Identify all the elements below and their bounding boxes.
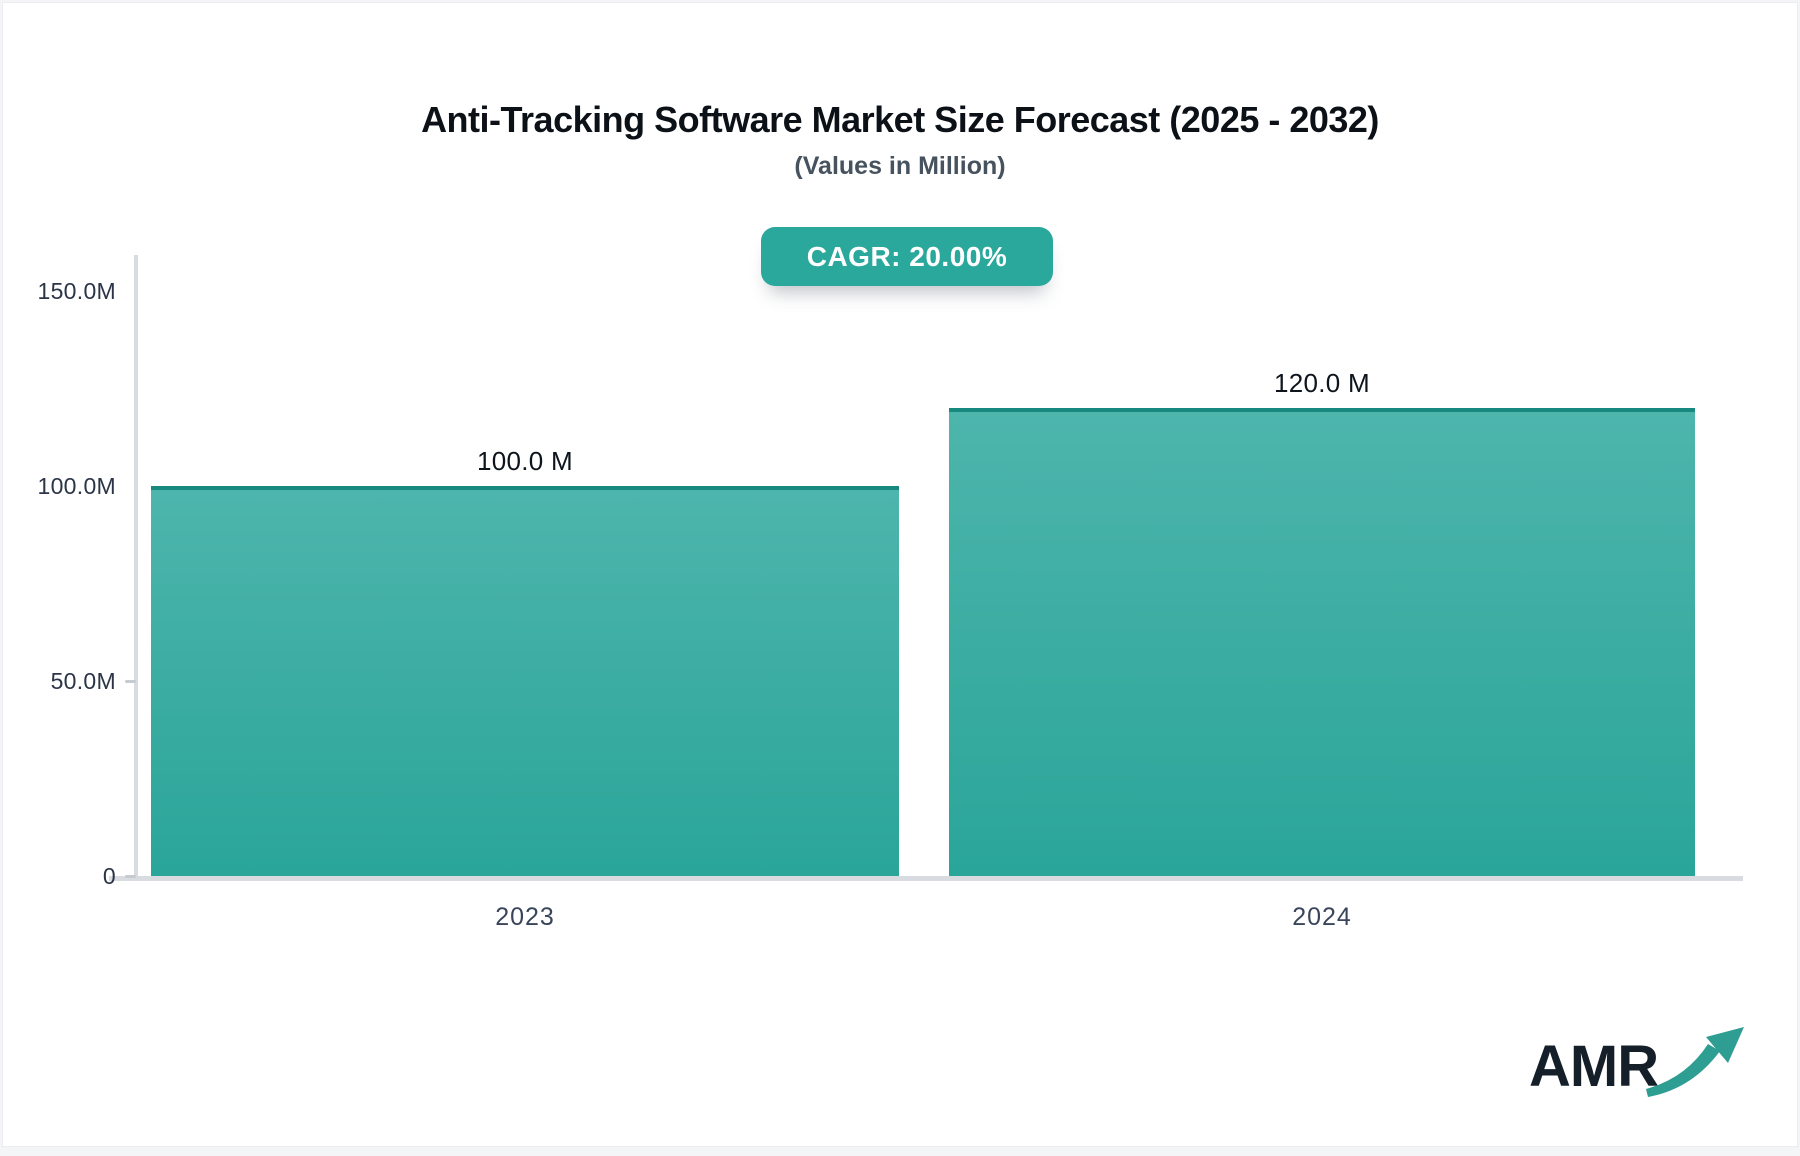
y-tick-50: 50.0M [0, 666, 150, 696]
cagr-badge: CAGR: 20.00% [761, 227, 1053, 286]
chart-subtitle: (Values in Million) [794, 152, 1006, 180]
amr-logo-text: AMR [1529, 1033, 1659, 1099]
y-tick-mark [125, 874, 136, 878]
y-tick-label: 150.0M [37, 277, 116, 304]
y-tick-0: 0 [0, 861, 150, 891]
bar-value-label-2023: 100.0 M [476, 446, 574, 476]
x-axis-label-2024: 2024 [1292, 903, 1352, 931]
y-tick-label: 100.0M [37, 472, 116, 499]
y-tick-150: 150.0M [0, 276, 150, 306]
x-axis-line [109, 876, 1743, 881]
amr-logo-arrow-icon [1646, 1027, 1745, 1097]
y-tick-100: 100.0M [0, 471, 150, 501]
amr-logo: AMR [1529, 1027, 1750, 1101]
bar-2024[interactable] [949, 408, 1695, 876]
x-axis-label-2023: 2023 [495, 903, 555, 931]
bar-2023[interactable] [151, 486, 899, 876]
y-tick-label: 0 [102, 862, 116, 889]
bar-group-2024: 120.0 M 2024 [949, 255, 1695, 931]
y-tick-mark [125, 679, 136, 683]
chart-title: Anti-Tracking Software Market Size Forec… [421, 99, 1379, 140]
y-tick-label: 50.0M [50, 667, 116, 694]
bar-value-label-2024: 120.0 M [1273, 368, 1371, 398]
y-axis-line [134, 255, 138, 881]
bar-group-2023: 100.0 M 2023 [151, 255, 899, 931]
bar-chart: 150.0M 100.0M 50.0M 0 100.0 M 2023 120.0 M … [37, 255, 1743, 931]
